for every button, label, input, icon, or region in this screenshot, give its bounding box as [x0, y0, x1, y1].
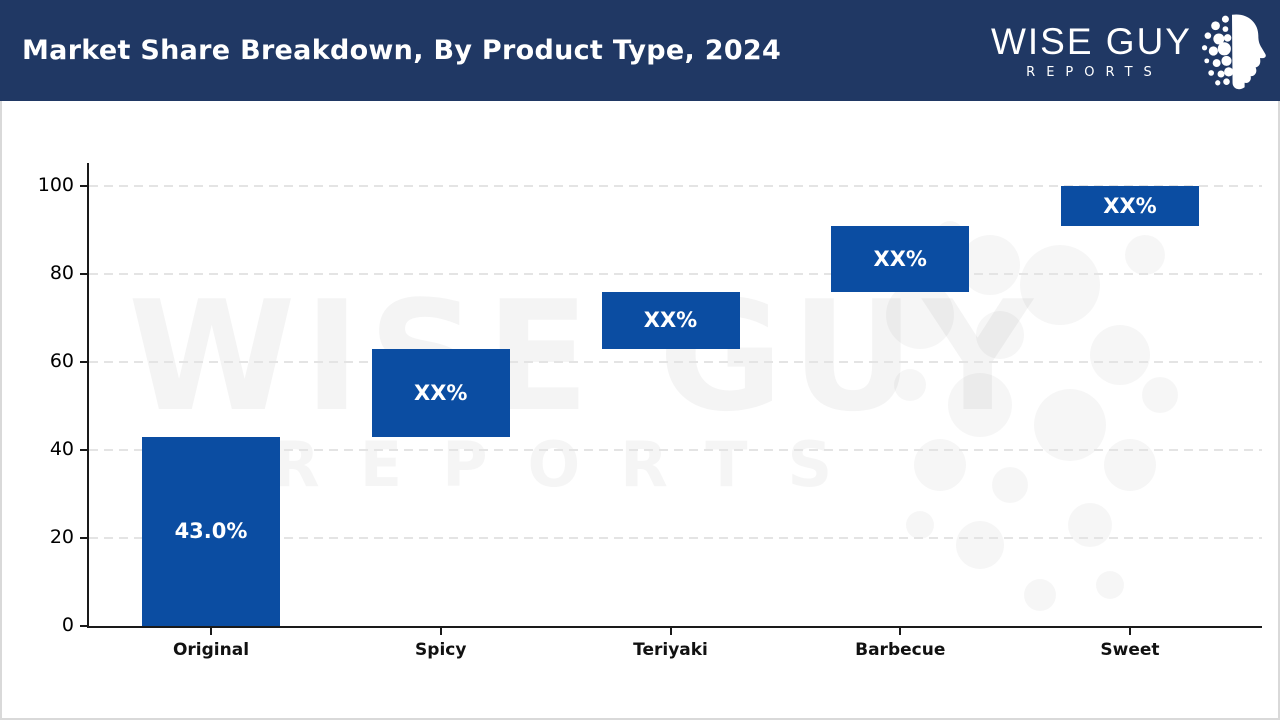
x-axis-tick — [899, 628, 902, 635]
header-bar: Market Share Breakdown, By Product Type,… — [0, 0, 1280, 101]
y-axis-tick — [80, 273, 88, 275]
y-axis-line — [87, 163, 89, 628]
gridline — [89, 537, 1262, 539]
dotted-profile-head-icon — [1201, 14, 1266, 89]
y-axis-tick — [80, 185, 88, 187]
gridline — [89, 449, 1262, 451]
x-axis-tick-label: Sweet — [1100, 640, 1160, 660]
waterfall-bar: XX% — [831, 225, 970, 292]
gridline — [89, 273, 1262, 275]
waterfall-bar: XX% — [371, 348, 510, 437]
y-axis-tick-label: 20 — [49, 526, 74, 548]
y-axis-tick-label: 80 — [49, 262, 74, 284]
waterfall-bar: XX% — [1061, 186, 1199, 226]
y-axis-tick-label: 100 — [37, 174, 74, 196]
bar-value-label: XX% — [873, 246, 927, 271]
logo-subtitle: REPORTS — [1026, 65, 1163, 80]
bar-value-label: 43.0% — [174, 519, 248, 544]
y-axis-tick-label: 60 — [49, 350, 74, 372]
chart-title: Market Share Breakdown, By Product Type,… — [22, 35, 782, 66]
gridline — [89, 361, 1262, 363]
x-axis-tick — [439, 628, 442, 635]
waterfall-bar: 43.0% — [142, 436, 280, 626]
x-axis-tick — [1129, 628, 1131, 635]
x-axis-tick-label: Teriyaki — [633, 640, 708, 660]
gridline — [89, 185, 1262, 187]
x-axis-tick — [210, 628, 212, 635]
y-axis-tick-label: 40 — [49, 438, 74, 460]
x-axis-tick-label: Original — [172, 640, 250, 660]
y-axis-tick — [80, 625, 88, 627]
logo-wordmark: WISE GUY — [990, 21, 1192, 62]
waterfall-bar: XX% — [601, 291, 740, 349]
x-axis-tick — [669, 628, 672, 635]
bar-value-label: XX% — [1103, 193, 1157, 218]
wiseguy-logo: WISE GUY REPORTS — [991, 11, 1266, 91]
y-axis-tick — [80, 449, 88, 451]
x-axis-line — [87, 626, 1262, 628]
bar-value-label: XX% — [643, 308, 698, 333]
y-axis-tick-label: 0 — [61, 614, 74, 636]
y-axis-tick — [80, 537, 88, 539]
x-axis-tick-label: Spicy — [415, 640, 467, 660]
y-axis-tick — [80, 361, 88, 363]
bar-value-label: XX% — [414, 380, 468, 405]
logo-text: WISE GUY REPORTS — [991, 21, 1192, 80]
x-axis-tick-label: Barbecue — [855, 640, 946, 660]
